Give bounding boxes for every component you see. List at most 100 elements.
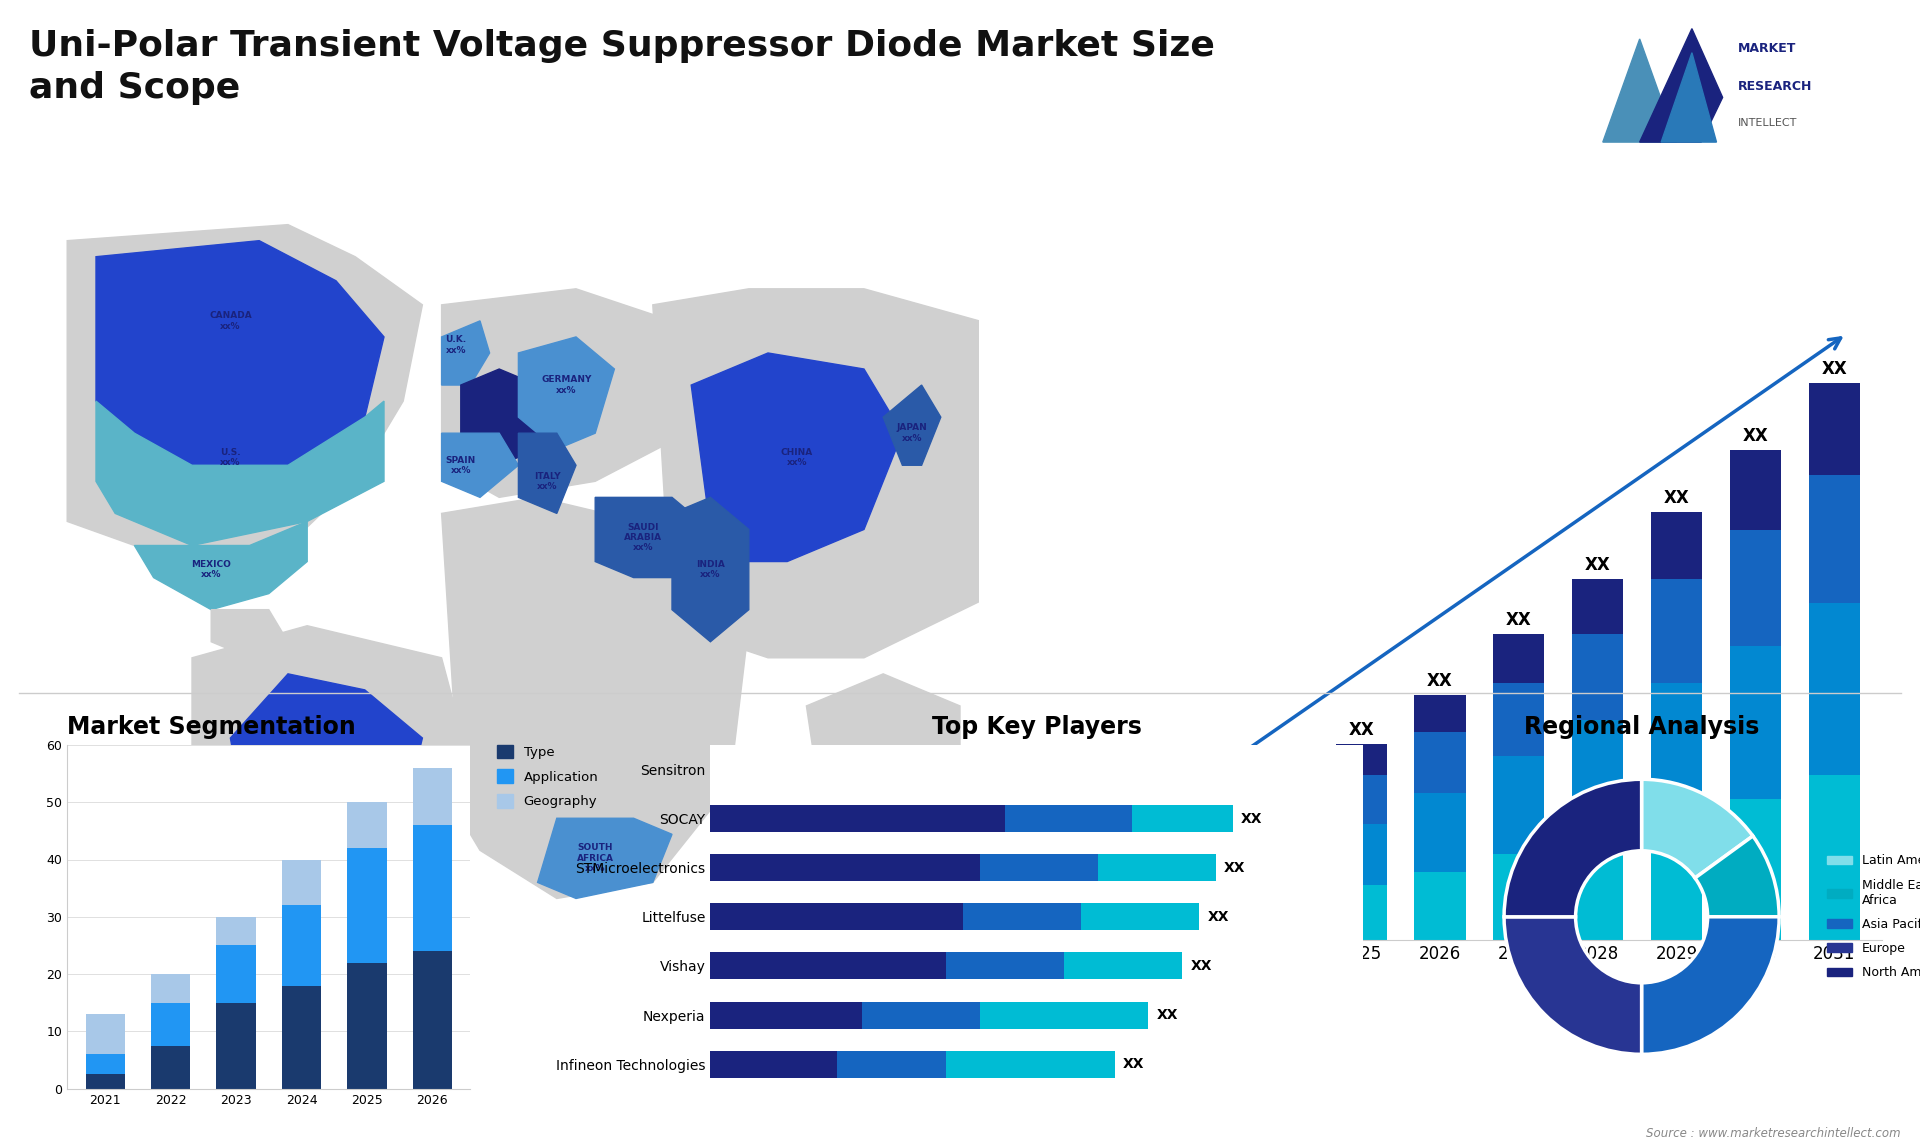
Polygon shape xyxy=(883,385,941,465)
Text: Market Segmentation: Market Segmentation xyxy=(67,715,355,739)
Bar xyxy=(1020,890,1071,897)
Bar xyxy=(413,768,451,825)
Polygon shape xyxy=(518,433,576,513)
Bar xyxy=(947,1051,1116,1077)
Text: INTELLECT: INTELLECT xyxy=(1738,118,1797,128)
Bar xyxy=(1258,848,1308,897)
Text: Uni-Polar Transient Voltage Suppressor Diode Market Size
and Scope: Uni-Polar Transient Voltage Suppressor D… xyxy=(29,29,1215,104)
Bar xyxy=(282,905,321,986)
Text: JAPAN
xx%: JAPAN xx% xyxy=(897,424,927,442)
Text: XX: XX xyxy=(1158,1008,1179,1022)
Bar xyxy=(1494,756,1544,854)
Text: XX: XX xyxy=(1505,611,1532,629)
Bar xyxy=(1258,897,1308,940)
Bar xyxy=(1651,511,1703,579)
Polygon shape xyxy=(1661,53,1716,142)
Bar xyxy=(1098,897,1150,921)
Bar xyxy=(1415,694,1465,732)
Bar xyxy=(1730,529,1782,646)
Bar xyxy=(1730,450,1782,529)
Text: XX: XX xyxy=(1822,360,1847,378)
Text: XX: XX xyxy=(1190,807,1215,825)
Bar xyxy=(1258,811,1308,848)
Bar xyxy=(947,952,1064,980)
Text: XX: XX xyxy=(1123,1057,1144,1072)
Text: CANADA
xx%: CANADA xx% xyxy=(209,312,252,330)
Text: ITALY
xx%: ITALY xx% xyxy=(534,472,561,490)
Bar xyxy=(1020,909,1071,927)
Wedge shape xyxy=(1503,917,1642,1054)
Bar xyxy=(1651,817,1703,940)
Text: XX: XX xyxy=(1427,673,1453,690)
Title: Top Key Players: Top Key Players xyxy=(931,715,1142,739)
Polygon shape xyxy=(691,353,902,562)
Polygon shape xyxy=(595,497,710,578)
Bar xyxy=(217,1003,255,1089)
Polygon shape xyxy=(442,433,518,497)
Bar xyxy=(1572,634,1622,720)
Bar xyxy=(86,1054,125,1075)
Bar xyxy=(1415,872,1465,940)
Text: XX: XX xyxy=(1208,910,1229,924)
Bar xyxy=(1336,744,1386,775)
Text: XX: XX xyxy=(1348,721,1375,739)
Bar xyxy=(86,1014,125,1054)
Bar xyxy=(1177,872,1229,909)
Bar xyxy=(1081,903,1198,931)
Polygon shape xyxy=(442,321,490,385)
Text: Source : www.marketresearchintellect.com: Source : www.marketresearchintellect.com xyxy=(1645,1128,1901,1140)
Bar xyxy=(1098,921,1150,940)
Bar xyxy=(1020,897,1071,909)
Bar xyxy=(1098,854,1215,881)
Bar xyxy=(1572,579,1622,634)
Bar xyxy=(152,974,190,1003)
Text: FRANCE
xx%: FRANCE xx% xyxy=(468,408,511,426)
Bar xyxy=(1730,646,1782,799)
Bar xyxy=(710,952,947,980)
Polygon shape xyxy=(211,610,288,658)
Text: XX: XX xyxy=(1269,764,1296,782)
Polygon shape xyxy=(96,401,384,545)
Bar xyxy=(282,860,321,905)
Text: XX: XX xyxy=(1240,811,1263,825)
Bar xyxy=(1651,579,1703,683)
Text: XX: XX xyxy=(1665,488,1690,507)
Bar xyxy=(152,1003,190,1045)
Text: XX: XX xyxy=(1225,861,1246,874)
Bar xyxy=(348,802,386,848)
Bar xyxy=(1809,603,1860,775)
Polygon shape xyxy=(806,674,960,866)
Bar xyxy=(413,825,451,951)
Bar xyxy=(86,1075,125,1089)
Bar xyxy=(1098,879,1150,897)
Text: BRAZIL
xx%: BRAZIL xx% xyxy=(290,809,324,827)
Polygon shape xyxy=(518,337,614,449)
Text: CHINA
xx%: CHINA xx% xyxy=(781,448,812,466)
Text: U.S.
xx%: U.S. xx% xyxy=(221,448,240,466)
Text: ARGENTINA
xx%: ARGENTINA xx% xyxy=(269,913,326,932)
Bar xyxy=(348,848,386,963)
Bar xyxy=(1572,835,1622,940)
Wedge shape xyxy=(1695,835,1780,917)
Bar xyxy=(1494,634,1544,683)
Bar xyxy=(282,986,321,1089)
Legend: Latin America, Middle East &
Africa, Asia Pacific, Europe, North America: Latin America, Middle East & Africa, Asi… xyxy=(1826,854,1920,980)
Bar xyxy=(1064,952,1183,980)
Polygon shape xyxy=(461,369,538,465)
Bar xyxy=(964,903,1081,931)
Bar xyxy=(1020,927,1071,940)
Bar xyxy=(1336,824,1386,885)
Bar xyxy=(979,1002,1148,1029)
Polygon shape xyxy=(192,626,480,915)
Bar xyxy=(1572,720,1622,835)
Polygon shape xyxy=(269,882,365,963)
Bar xyxy=(710,903,964,931)
Bar xyxy=(710,1002,862,1029)
Bar xyxy=(1494,683,1544,756)
Bar xyxy=(1651,683,1703,817)
Bar xyxy=(1336,775,1386,824)
Text: XX: XX xyxy=(1743,427,1768,446)
Bar xyxy=(710,806,1006,832)
Bar xyxy=(979,854,1098,881)
Bar xyxy=(1006,806,1131,832)
